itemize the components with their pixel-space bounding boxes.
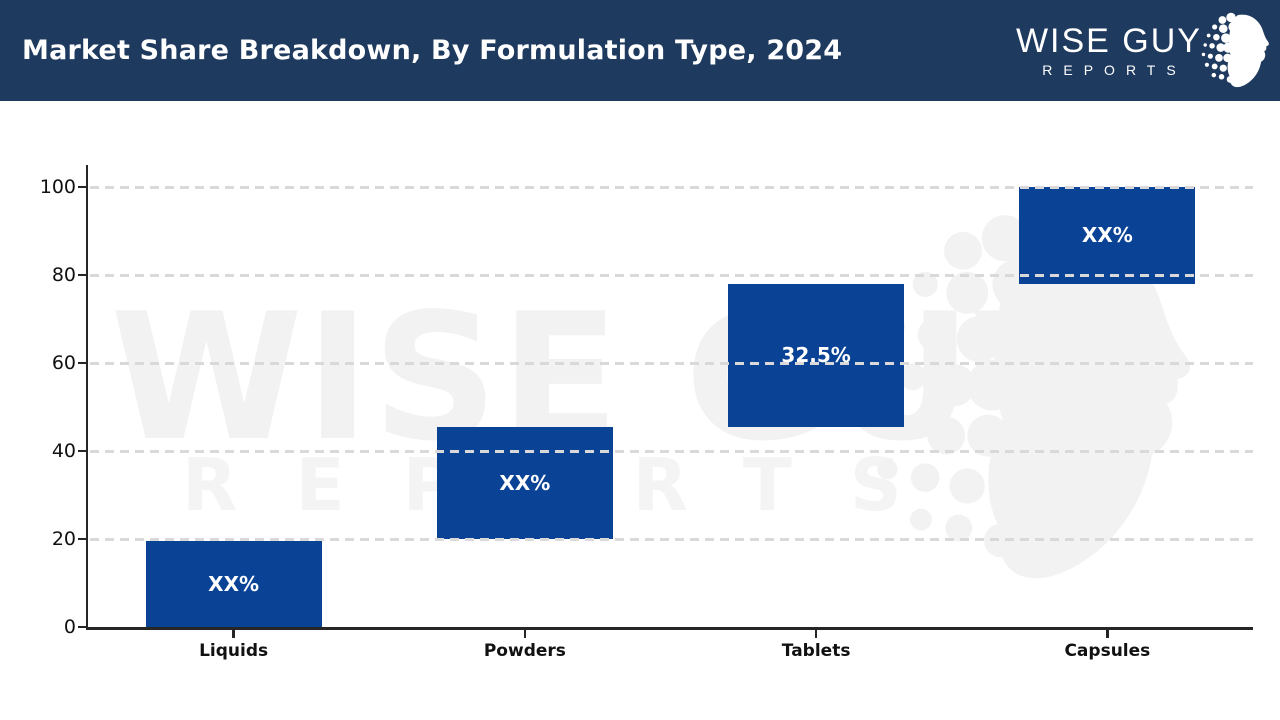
y-axis-tick-label: 100	[39, 176, 76, 198]
y-axis-tick	[78, 625, 87, 629]
x-axis-tick	[814, 629, 818, 638]
x-axis-line	[85, 627, 1253, 630]
bar-value-label-capsules: XX%	[1081, 223, 1133, 248]
wiseguy-wordmark: WISE GUY	[1015, 21, 1202, 60]
y-axis-tick-label: 20	[51, 528, 76, 550]
x-axis-label-capsules: Capsules	[1064, 641, 1151, 661]
wiseguy-logo-text: WISE GUY REPORTS	[1016, 24, 1202, 78]
bar-value-label-powders: XX%	[499, 470, 551, 495]
x-axis-tick	[1106, 629, 1109, 638]
bar-value-label-tablets: 32.5%	[781, 343, 851, 368]
x-axis-label-tablets: Tablets	[781, 641, 851, 661]
y-axis-tick	[78, 273, 87, 277]
wiseguy-head-icon	[1188, 11, 1274, 91]
wiseguy-logo: WISE GUY REPORTS	[1016, 11, 1274, 91]
y-axis-tick-label: 40	[51, 440, 76, 462]
y-axis-tick	[78, 361, 87, 365]
bar-tablets	[728, 283, 905, 427]
y-axis-tick-label: 80	[51, 264, 76, 286]
gridline-40	[90, 449, 1253, 453]
bar-value-label-liquids: XX%	[208, 572, 260, 597]
gridline-20	[90, 537, 1253, 541]
y-axis-tick-label: 0	[63, 616, 76, 638]
header: Market Share Breakdown, By Formulation T…	[0, 0, 1280, 101]
y-axis-line	[85, 165, 88, 630]
chart-area: WISE GUY REPORTS XX%XX%32.5%XX%020406080…	[0, 101, 1280, 720]
bar-powders	[436, 426, 613, 539]
x-axis-label-powders: Powders	[483, 641, 566, 661]
x-axis-label-liquids: Liquids	[199, 641, 269, 661]
bar-liquids	[145, 541, 322, 627]
y-axis-tick	[78, 537, 87, 541]
x-axis-tick	[523, 629, 527, 638]
x-axis-tick	[232, 629, 235, 638]
page-title: Market Share Breakdown, By Formulation T…	[22, 35, 843, 66]
gridline-80	[90, 273, 1253, 277]
gridline-60	[90, 361, 1253, 365]
y-axis-tick-label: 60	[51, 352, 76, 374]
gridline-100	[90, 185, 1253, 189]
bar-capsules	[1019, 187, 1196, 284]
wiseguy-reports-label: REPORTS	[1042, 61, 1187, 78]
y-axis-tick	[78, 185, 87, 189]
waterfall-chart: XX% XX% 32.5% XX% 0 20 40 60 80 100 Liquids Powders…	[0, 101, 1280, 720]
y-axis-tick	[78, 449, 87, 453]
